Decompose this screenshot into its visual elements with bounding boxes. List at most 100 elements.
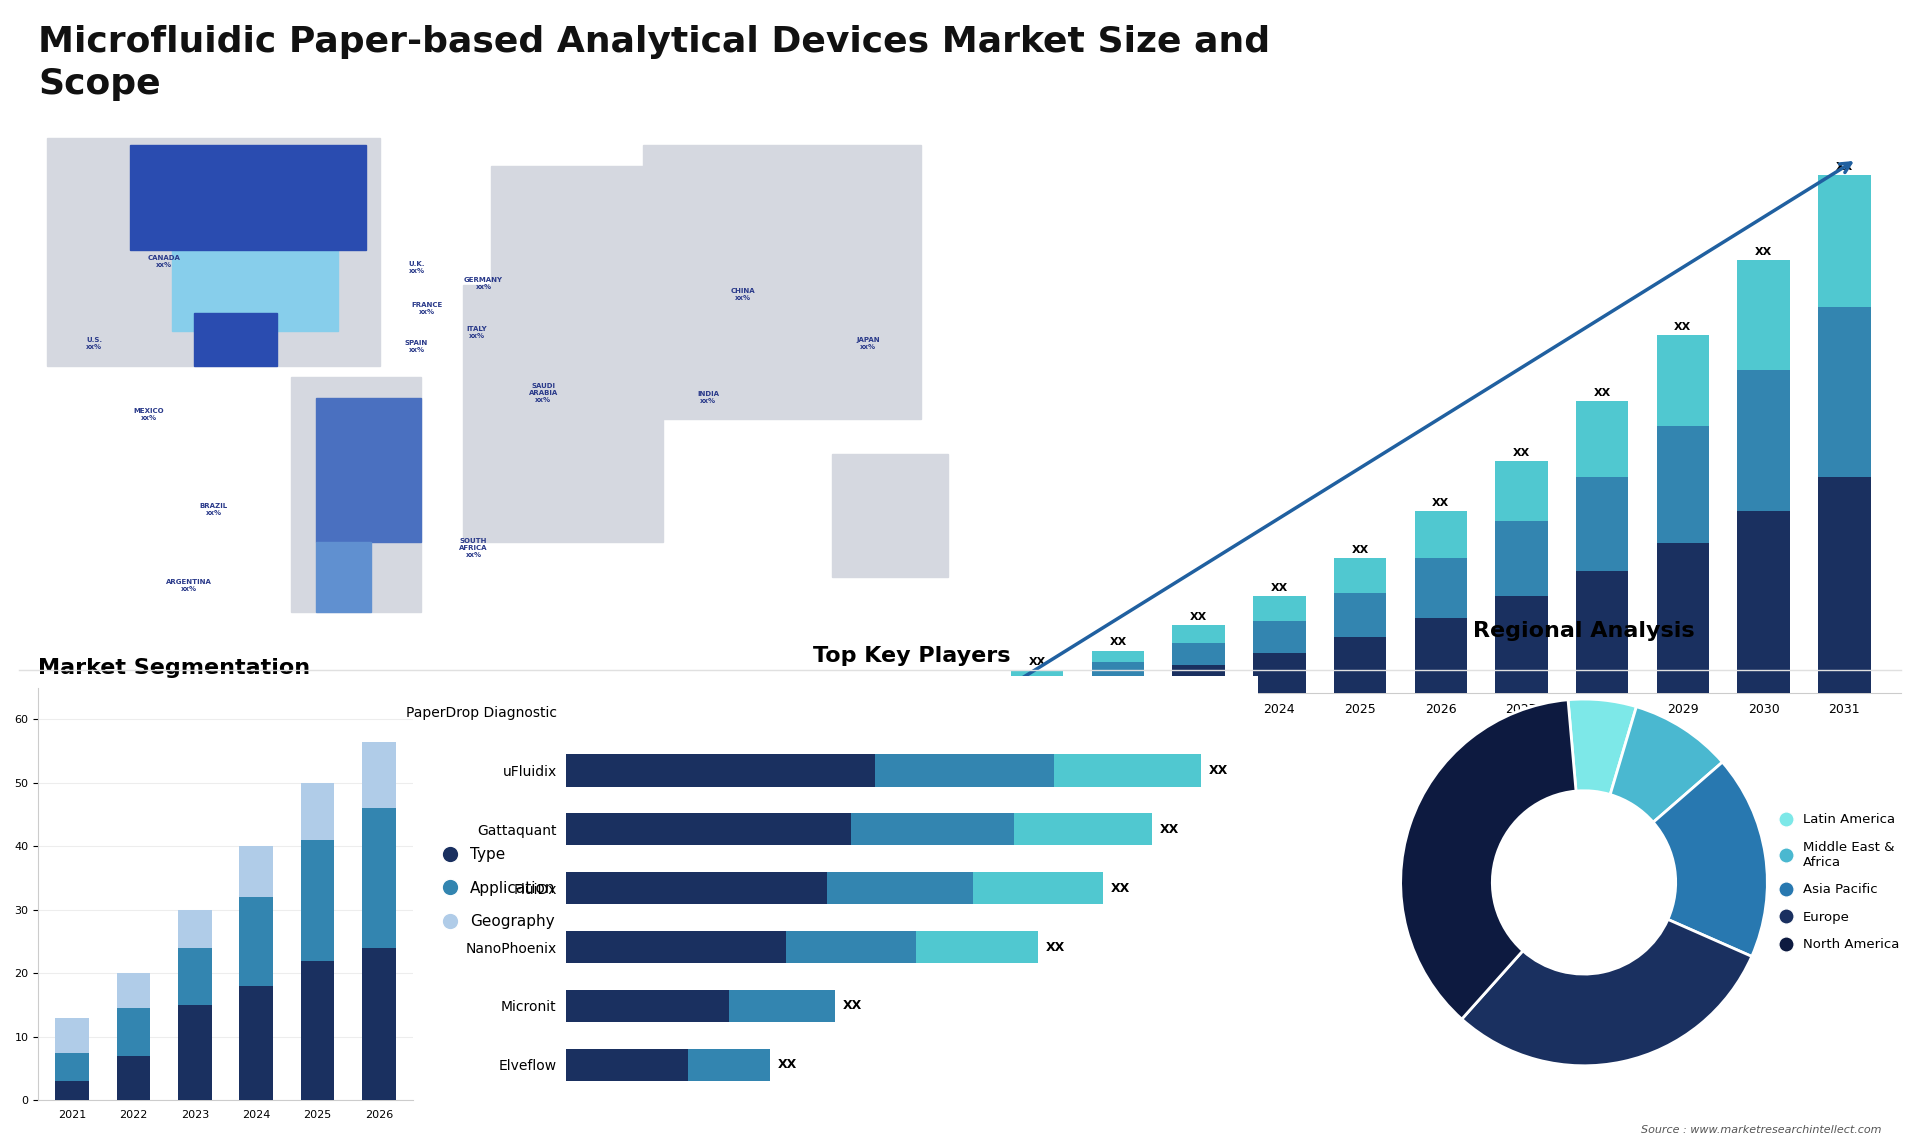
Bar — [1818, 175, 1870, 307]
Bar — [566, 813, 851, 846]
Bar — [566, 872, 828, 904]
Polygon shape — [46, 138, 380, 367]
Polygon shape — [194, 314, 276, 367]
Bar — [1496, 461, 1548, 520]
Text: XX: XX — [778, 1058, 797, 1072]
Text: Market Segmentation: Market Segmentation — [38, 658, 311, 677]
Bar — [117, 973, 150, 1008]
Bar — [1657, 426, 1709, 542]
Text: BRAZIL
xx%: BRAZIL xx% — [200, 503, 228, 516]
Bar — [1738, 370, 1789, 511]
Bar — [179, 948, 211, 1005]
Bar — [1092, 676, 1144, 693]
Text: ARGENTINA
xx%: ARGENTINA xx% — [165, 579, 211, 592]
Bar — [1334, 637, 1386, 693]
Bar — [56, 1081, 88, 1100]
Bar — [240, 986, 273, 1100]
Text: CHINA
xx%: CHINA xx% — [732, 288, 755, 301]
Wedge shape — [1653, 762, 1766, 957]
Bar — [1173, 643, 1225, 665]
Text: XX: XX — [1836, 162, 1853, 172]
Bar — [240, 846, 273, 897]
Bar — [828, 872, 973, 904]
Bar — [117, 1008, 150, 1055]
Bar — [1576, 477, 1628, 571]
Bar — [1054, 754, 1200, 786]
Bar — [689, 1049, 770, 1081]
Bar — [566, 931, 785, 964]
Bar — [1173, 626, 1225, 643]
Bar — [1818, 477, 1870, 693]
Polygon shape — [171, 243, 338, 331]
Polygon shape — [463, 285, 662, 542]
Bar — [1576, 571, 1628, 693]
Bar — [363, 808, 396, 948]
Bar — [973, 872, 1104, 904]
Text: XX: XX — [1210, 764, 1229, 777]
Wedge shape — [1402, 700, 1576, 1019]
Bar — [301, 783, 334, 840]
Bar — [730, 990, 835, 1022]
Bar — [1738, 260, 1789, 370]
Text: U.S.
xx%: U.S. xx% — [86, 337, 102, 350]
Bar — [56, 1052, 88, 1081]
Bar — [1092, 662, 1144, 676]
Bar — [1014, 813, 1152, 846]
Polygon shape — [317, 542, 371, 612]
Polygon shape — [831, 454, 948, 576]
Text: U.K.
xx%: U.K. xx% — [409, 261, 424, 274]
Bar — [117, 1055, 150, 1100]
Bar — [1818, 307, 1870, 477]
Bar — [1657, 336, 1709, 426]
Text: XX: XX — [1352, 545, 1369, 555]
Bar — [179, 1005, 211, 1100]
Bar — [851, 813, 1014, 846]
Bar — [1254, 621, 1306, 652]
Text: SOUTH
AFRICA
xx%: SOUTH AFRICA xx% — [459, 537, 488, 558]
Polygon shape — [492, 166, 643, 296]
Bar — [566, 990, 730, 1022]
Bar — [1496, 596, 1548, 693]
Text: XX: XX — [843, 999, 862, 1012]
Text: XX: XX — [1160, 823, 1179, 835]
Wedge shape — [1461, 919, 1751, 1066]
Polygon shape — [131, 144, 367, 250]
Bar — [363, 741, 396, 808]
Text: XX: XX — [1674, 322, 1692, 332]
Text: MEXICO
xx%: MEXICO xx% — [134, 408, 165, 421]
Bar — [1012, 670, 1064, 676]
Bar — [1415, 558, 1467, 618]
Bar — [1415, 618, 1467, 693]
Text: XX: XX — [1046, 941, 1066, 953]
Bar — [1092, 651, 1144, 662]
Bar — [1415, 511, 1467, 558]
Bar — [566, 1049, 689, 1081]
Text: XX: XX — [1029, 657, 1046, 667]
Title: Top Key Players: Top Key Players — [814, 646, 1010, 666]
Text: Microfluidic Paper-based Analytical Devices Market Size and
Scope: Microfluidic Paper-based Analytical Devi… — [38, 25, 1271, 101]
Text: ITALY
xx%: ITALY xx% — [467, 327, 488, 339]
Text: XX: XX — [1110, 637, 1127, 647]
Title: Regional Analysis: Regional Analysis — [1473, 620, 1695, 641]
Legend: Type, Application, Geography: Type, Application, Geography — [436, 840, 563, 936]
Bar — [179, 910, 211, 948]
Text: SAUDI
ARABIA
xx%: SAUDI ARABIA xx% — [528, 383, 559, 402]
Bar — [1254, 596, 1306, 621]
Bar — [301, 840, 334, 960]
Text: FRANCE
xx%: FRANCE xx% — [411, 301, 442, 315]
Bar — [56, 1018, 88, 1052]
Bar — [1334, 558, 1386, 592]
Text: XX: XX — [1271, 583, 1288, 592]
Bar — [1334, 592, 1386, 637]
Bar — [916, 931, 1039, 964]
Bar — [1254, 652, 1306, 693]
Bar — [1657, 542, 1709, 693]
Bar — [1496, 520, 1548, 596]
Text: INDIA
xx%: INDIA xx% — [697, 392, 720, 405]
Bar — [785, 931, 916, 964]
Text: CANADA
xx%: CANADA xx% — [148, 256, 180, 268]
Bar — [1012, 684, 1064, 693]
Bar — [240, 897, 273, 986]
Polygon shape — [317, 398, 420, 542]
Bar — [1576, 401, 1628, 477]
